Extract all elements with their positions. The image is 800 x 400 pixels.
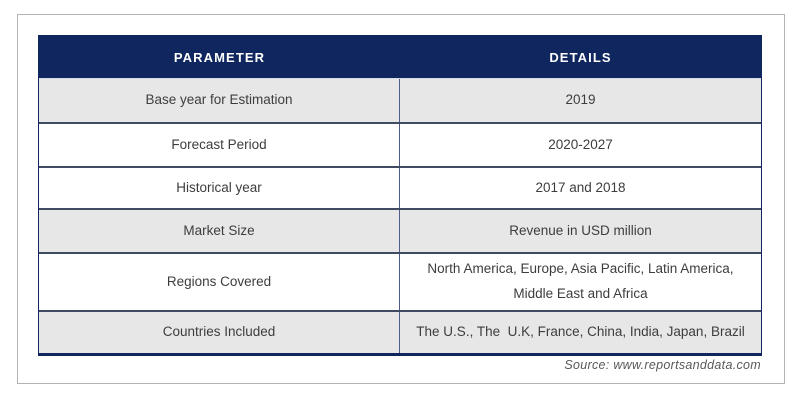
detail-cell: North America, Europe, Asia Pacific, Lat… (427, 261, 734, 301)
table-header-row: PARAMETER DETAILS (39, 36, 761, 78)
table-row-historical-year: Historical year 2017 and 2018 (39, 166, 761, 208)
detail-cell: 2020-2027 (548, 136, 613, 152)
table-row-regions-covered: Regions Covered North America, Europe, A… (39, 252, 761, 310)
table-row-base-year: Base year for Estimation 2019 (39, 78, 761, 122)
table-body: Base year for Estimation 2019 Forecast P… (39, 78, 761, 353)
report-scope-card: PARAMETER DETAILS Base year for Estimati… (17, 14, 785, 384)
table-row-forecast-period: Forecast Period 2020-2027 (39, 122, 761, 166)
parameter-cell: Base year for Estimation (39, 79, 400, 122)
report-scope-table: PARAMETER DETAILS Base year for Estimati… (38, 35, 762, 356)
parameter-cell: Forecast Period (39, 124, 400, 166)
table-row-countries-included: Countries Included The U.S., The U.K, Fr… (39, 310, 761, 353)
parameter-cell: Market Size (39, 210, 400, 252)
table-row-market-size: Market Size Revenue in USD million (39, 208, 761, 252)
parameter-cell: Historical year (39, 168, 400, 208)
detail-cell: The U.S., The U.K, France, China, India,… (416, 324, 745, 340)
detail-cell: Revenue in USD million (509, 222, 652, 238)
detail-cell: 2019 (565, 92, 596, 108)
detail-cell: 2017 and 2018 (535, 179, 626, 195)
column-header-parameter: PARAMETER (173, 49, 266, 65)
parameter-cell: Regions Covered (39, 254, 400, 310)
parameter-cell: Countries Included (39, 312, 400, 353)
source-attribution: Source: www.reportsanddata.com (564, 358, 761, 372)
column-header-details: DETAILS (549, 49, 612, 65)
